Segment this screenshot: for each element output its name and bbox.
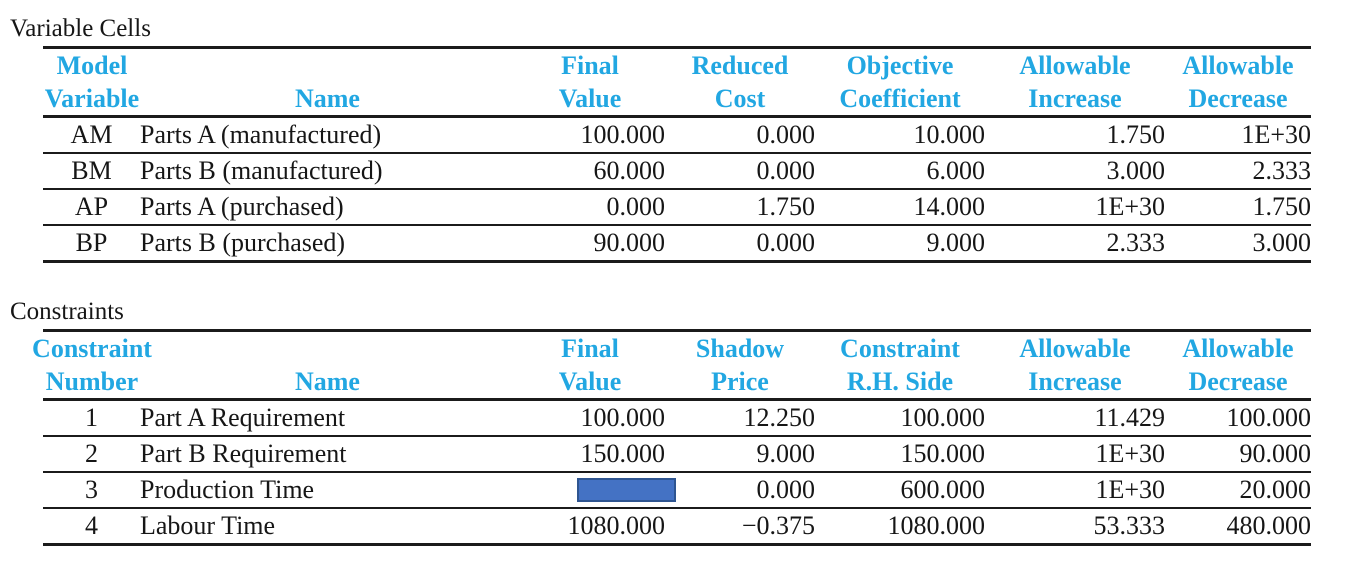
cell-shadow-price: 12.250	[665, 399, 815, 437]
constraints-table: Constraint Number Name Final Value Shadow P…	[32, 329, 1311, 546]
table-row: 1 Part A Requirement 100.000 12.250 100.…	[43, 399, 1311, 437]
table-row: AP Parts A (purchased) 0.000 1.750 14.00…	[43, 189, 1311, 226]
cell-reduced-cost: 0.000	[665, 153, 815, 190]
cell-allowable-increase: 53.333	[985, 508, 1165, 546]
cell-allowable-decrease: 3.000	[1165, 225, 1311, 263]
cell-final-value: 100.000	[515, 399, 665, 437]
cell-allowable-decrease: 90.000	[1165, 436, 1311, 473]
cell-name: Parts B (purchased)	[140, 225, 515, 263]
cell-allowable-increase: 2.333	[985, 225, 1165, 263]
cell-reduced-cost: 1.750	[665, 189, 815, 226]
col-header-allowable-increase: Allowable Increase	[985, 47, 1165, 118]
cell-allowable-increase: 1E+30	[985, 472, 1165, 509]
col-header-name: Name	[140, 330, 515, 401]
cell-final-value: 100.000	[515, 116, 665, 154]
cell-constraint-rhs: 1080.000	[815, 508, 985, 546]
cell-allowable-decrease: 480.000	[1165, 508, 1311, 546]
cell-name: Part A Requirement	[140, 399, 515, 437]
cell-allowable-decrease: 100.000	[1165, 399, 1311, 437]
cell-constraint-number: 2	[43, 436, 140, 473]
table-row: 4 Labour Time 1080.000 −0.375 1080.000 5…	[43, 508, 1311, 546]
constraints-header-row: Constraint Number Name Final Value Shadow P…	[32, 330, 1311, 401]
variable-cells-section: Variable Cells Model Variable Name Final V…	[10, 14, 1359, 263]
cell-name: Part B Requirement	[140, 436, 515, 473]
cell-final-value: 1080.000	[515, 508, 665, 546]
col-header-shadow-price: Shadow Price	[665, 330, 815, 401]
cell-objective-coefficient: 9.000	[815, 225, 985, 263]
variable-cells-header-row: Model Variable Name Final Value Reduced Cos…	[43, 47, 1311, 118]
cell-shadow-price: −0.375	[665, 508, 815, 546]
col-header-allowable-decrease: Allowable Decrease	[1165, 330, 1311, 401]
cell-objective-coefficient: 10.000	[815, 116, 985, 154]
col-header-final-value: Final Value	[515, 330, 665, 401]
cell-allowable-decrease: 20.000	[1165, 472, 1311, 509]
cell-constraint-rhs: 100.000	[815, 399, 985, 437]
col-header-model-variable: Model Variable	[43, 47, 140, 118]
cell-final-value: 150.000	[515, 436, 665, 473]
cell-final-value: 0.000	[515, 189, 665, 226]
cell-final-value: 90.000	[515, 225, 665, 263]
cell-constraint-number: 1	[43, 399, 140, 437]
cell-allowable-increase: 11.429	[985, 399, 1165, 437]
cell-allowable-decrease: 1E+30	[1165, 116, 1311, 154]
table-row: BP Parts B (purchased) 90.000 0.000 9.00…	[43, 225, 1311, 263]
cell-allowable-decrease: 1.750	[1165, 189, 1311, 226]
cell-name: Labour Time	[140, 508, 515, 546]
constraints-section: Constraints Constraint Number Name Final V…	[10, 297, 1359, 546]
col-header-allowable-increase: Allowable Increase	[985, 330, 1165, 401]
cell-allowable-increase: 1.750	[985, 116, 1165, 154]
cell-variable: AM	[43, 116, 140, 154]
cell-objective-coefficient: 6.000	[815, 153, 985, 190]
cell-reduced-cost: 0.000	[665, 225, 815, 263]
cell-name: Parts A (purchased)	[140, 189, 515, 226]
col-header-constraint-number: Constraint Number	[32, 330, 152, 401]
cell-variable: BP	[43, 225, 140, 263]
col-header-allowable-decrease: Allowable Decrease	[1165, 47, 1311, 118]
cell-name: Production Time	[140, 472, 515, 509]
cell-allowable-increase: 1E+30	[985, 189, 1165, 226]
cell-shadow-price: 9.000	[665, 436, 815, 473]
cell-constraint-rhs: 600.000	[815, 472, 985, 509]
cell-shadow-price: 0.000	[665, 472, 815, 509]
cell-variable: AP	[43, 189, 140, 226]
table-row: 3 Production Time 0.000 600.000 1E+30 20…	[43, 472, 1311, 509]
table-row: AM Parts A (manufactured) 100.000 0.000 …	[43, 116, 1311, 154]
cell-allowable-increase: 3.000	[985, 153, 1165, 190]
cell-reduced-cost: 0.000	[665, 116, 815, 154]
highlight-box	[577, 478, 676, 503]
col-header-name: Name	[140, 47, 515, 118]
cell-allowable-decrease: 2.333	[1165, 153, 1311, 190]
col-header-objective-coefficient: Objective Coefficient	[815, 47, 985, 118]
table-row: 2 Part B Requirement 150.000 9.000 150.0…	[43, 436, 1311, 473]
col-header-reduced-cost: Reduced Cost	[665, 47, 815, 118]
constraints-title: Constraints	[10, 298, 124, 325]
cell-final-value-hidden	[515, 472, 676, 509]
variable-cells-title: Variable Cells	[10, 15, 151, 42]
cell-name: Parts B (manufactured)	[140, 153, 515, 190]
cell-variable: BM	[43, 153, 140, 190]
col-header-final-value: Final Value	[515, 47, 665, 118]
variable-cells-table: Model Variable Name Final Value Reduced Cos…	[43, 46, 1311, 263]
cell-constraint-number: 4	[43, 508, 140, 546]
cell-constraint-rhs: 150.000	[815, 436, 985, 473]
table-row: BM Parts B (manufactured) 60.000 0.000 6…	[43, 153, 1311, 190]
cell-final-value: 60.000	[515, 153, 665, 190]
cell-constraint-number: 3	[43, 472, 140, 509]
cell-allowable-increase: 1E+30	[985, 436, 1165, 473]
cell-objective-coefficient: 14.000	[815, 189, 985, 226]
col-header-constraint-rhs: Constraint R.H. Side	[815, 330, 985, 401]
cell-name: Parts A (manufactured)	[140, 116, 515, 154]
